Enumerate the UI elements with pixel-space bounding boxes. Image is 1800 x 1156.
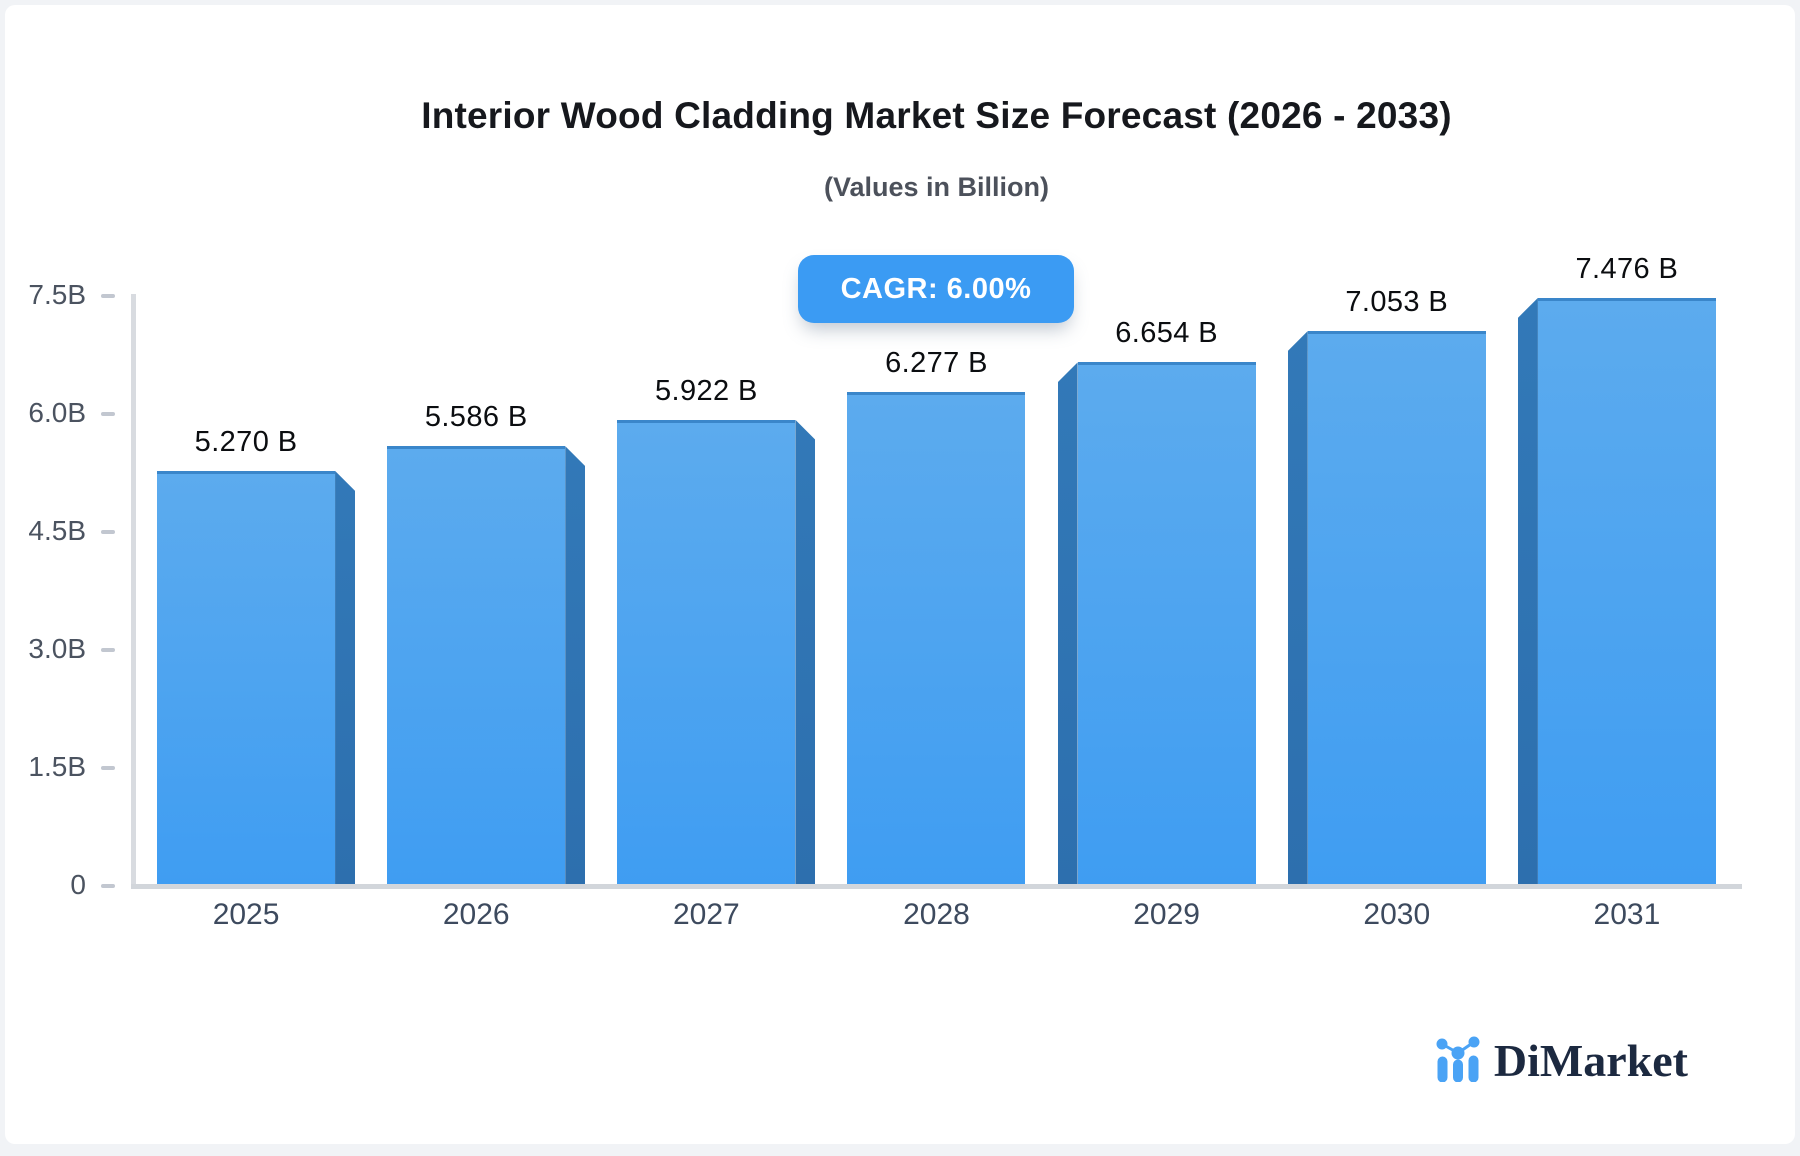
bar-2027 <box>617 419 796 884</box>
cagr-badge-label: CAGR: 6.00% <box>840 272 1032 305</box>
x-axis-line <box>131 884 1742 889</box>
plot-area: 5.270 B 5.586 B 5.922 B 6.277 B 6.654 B 7.053… <box>131 253 1742 884</box>
y-tick-label: 4.5B <box>28 515 86 546</box>
y-tick-label: 6.0B <box>28 397 86 428</box>
y-tick-dash <box>101 766 115 770</box>
bar-value-label-2030: 7.053 B <box>1345 286 1449 319</box>
x-axis-label-2028: 2028 <box>903 898 970 931</box>
chart-title: Interior Wood Cladding Market Size Forec… <box>421 95 1452 136</box>
bar-slot-2025: 5.270 B <box>131 296 361 884</box>
x-axis-label-2026: 2026 <box>442 898 510 931</box>
bar-slot-2031: 7.476 B <box>1512 253 1742 884</box>
cagr-badge: CAGR: 6.00% <box>798 255 1074 323</box>
bar-2029 <box>1077 362 1256 884</box>
y-axis-line <box>131 294 136 886</box>
y-tick-label: 0 <box>70 869 86 900</box>
bar-side-2029 <box>1057 362 1078 884</box>
y-tick-dash <box>101 530 115 534</box>
dimarket-logo: DiMarket <box>1434 1034 1688 1087</box>
chart-subtitle: (Values in Billion) <box>823 172 1050 202</box>
x-axis-label-2029: 2029 <box>1133 898 1200 931</box>
bar-side-2027 <box>795 419 816 884</box>
x-axis-label-2027: 2027 <box>672 898 740 931</box>
x-axis-label-2025: 2025 <box>212 898 280 931</box>
y-tick-label: 3.0B <box>28 633 86 664</box>
bar-value-label-2027: 5.922 B <box>654 374 758 407</box>
y-tick-dash <box>101 648 115 652</box>
bar-side-2030 <box>1287 331 1308 884</box>
bar-value-label-2029: 6.654 B <box>1115 317 1219 350</box>
bar-2028 <box>847 391 1026 884</box>
bar-value-label-2031: 7.476 B <box>1575 252 1679 285</box>
bar-slot-2027: 5.922 B <box>591 296 821 884</box>
logo-text: DiMarket <box>1493 1034 1688 1086</box>
bar-side-2031 <box>1517 297 1538 884</box>
bar-slot-2026: 5.586 B <box>361 296 591 884</box>
x-axis-label-2031: 2031 <box>1593 898 1661 931</box>
bar-line-chart-icon <box>1434 1034 1482 1087</box>
bar-2031 <box>1537 297 1716 884</box>
bar-2026 <box>387 446 566 884</box>
x-axis-label-2030: 2030 <box>1363 898 1431 931</box>
bar-slot-2029: 6.654 B <box>1052 296 1282 884</box>
y-tick-dash <box>101 884 115 888</box>
y-tick-label: 7.5B <box>28 279 86 310</box>
bar-value-label-2028: 6.277 B <box>885 346 988 379</box>
bar-slot-2030: 7.053 B <box>1282 286 1512 884</box>
y-tick-dash <box>101 412 115 416</box>
bar-side-2025 <box>335 470 356 884</box>
y-tick-dash <box>101 294 115 298</box>
bar-2025 <box>157 470 336 884</box>
bar-slot-2028: 6.277 B <box>821 296 1051 884</box>
y-tick-label: 1.5B <box>28 751 86 782</box>
bar-value-label-2025: 5.270 B <box>194 425 298 458</box>
bar-2030 <box>1307 331 1486 884</box>
bar-side-2026 <box>565 446 586 884</box>
bar-value-label-2026: 5.586 B <box>424 401 528 434</box>
